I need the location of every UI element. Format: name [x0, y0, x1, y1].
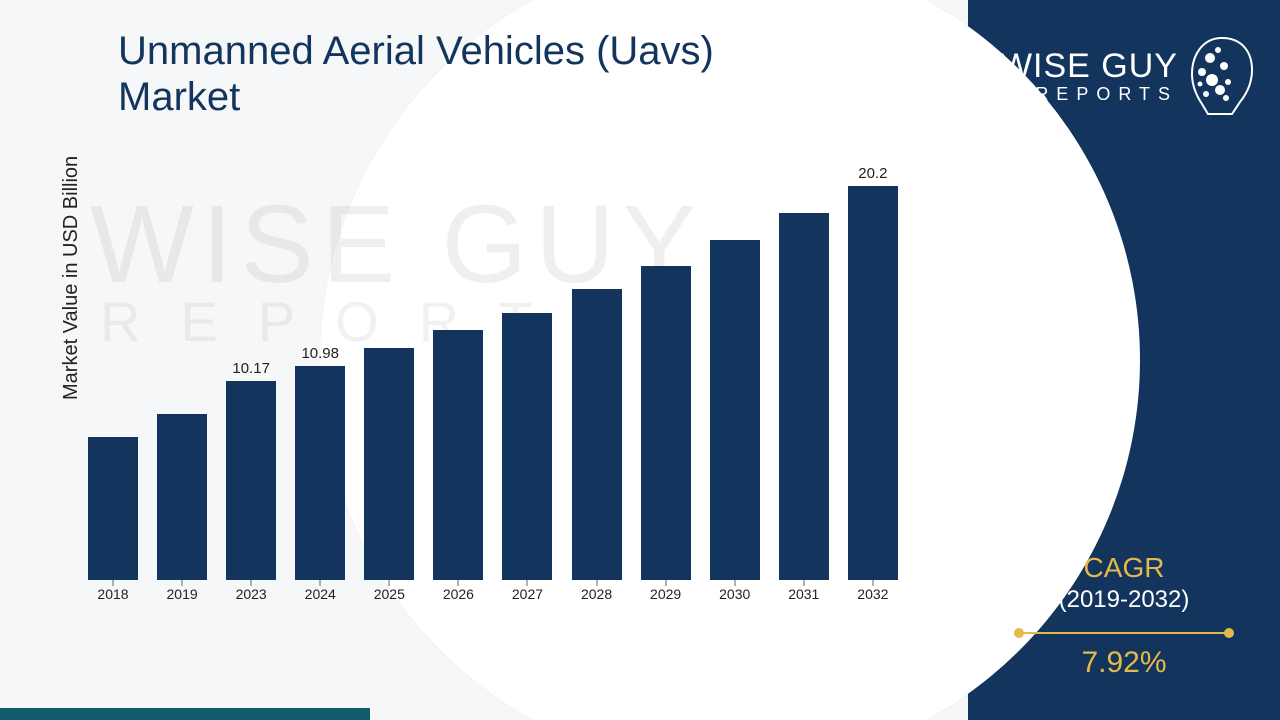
bar-wrap [433, 330, 483, 580]
x-tick: 2018 [88, 580, 138, 600]
bottom-accent-bar [0, 708, 370, 720]
x-tick: 2032 [848, 580, 898, 600]
brand-logo: WISE GUY REPORTS [1000, 36, 1256, 116]
x-tick: 2027 [502, 580, 552, 600]
bar [848, 186, 898, 580]
logo-sub: REPORTS [1000, 85, 1178, 103]
bar [88, 437, 138, 580]
x-tick: 2029 [641, 580, 691, 600]
x-tick: 2019 [157, 580, 207, 600]
bar-wrap [779, 213, 829, 580]
x-tick-label: 2023 [236, 586, 267, 602]
bar [295, 366, 345, 580]
bar-wrap [641, 266, 691, 580]
cagr-divider [1019, 632, 1229, 634]
x-tick: 2030 [710, 580, 760, 600]
x-tick-label: 2019 [167, 586, 198, 602]
bar-wrap [157, 414, 207, 580]
bar [364, 348, 414, 580]
x-tick: 2028 [572, 580, 622, 600]
bar [779, 213, 829, 580]
bar-value-label: 20.2 [858, 165, 887, 182]
x-tick-label: 2027 [512, 586, 543, 602]
cagr-block: CAGR (2019-2032) 7.92% [968, 552, 1280, 680]
y-axis-label: Market Value in USD Billion [60, 156, 83, 400]
bar-wrap: 10.17 [226, 381, 276, 580]
bar-wrap [572, 289, 622, 580]
bars-container: 10.17 10.98 20.2 [88, 170, 898, 580]
head-icon [1188, 36, 1256, 116]
bar-chart: 10.1710.9820.2 2018201920232024202520262… [88, 170, 898, 600]
x-tick-label: 2024 [305, 586, 336, 602]
bar-wrap: 10.98 [295, 366, 345, 580]
bar-wrap [364, 348, 414, 580]
x-tick: 2024 [295, 580, 345, 600]
bar [157, 414, 207, 580]
x-tick-label: 2032 [857, 586, 888, 602]
x-tick-label: 2018 [97, 586, 128, 602]
x-ticks-container: 2018 2019 2023 2024 2025 2026 2027 2028 2029 2030… [88, 580, 898, 600]
chart-title: Unmanned Aerial Vehicles (Uavs) Market [118, 28, 838, 120]
main-area: Unmanned Aerial Vehicles (Uavs) Market M… [0, 0, 968, 720]
bar-wrap [502, 313, 552, 580]
cagr-title: CAGR [968, 552, 1280, 584]
bar-wrap [88, 437, 138, 580]
logo-text: WISE GUY REPORTS [1000, 49, 1178, 103]
x-tick: 2025 [364, 580, 414, 600]
bar-wrap: 20.2 [848, 186, 898, 580]
bar-value-label: 10.17 [232, 360, 270, 377]
x-tick-label: 2030 [719, 586, 750, 602]
cagr-value: 7.92% [968, 646, 1280, 680]
logo-main: WISE GUY [1000, 49, 1178, 83]
bar [710, 240, 760, 580]
bar-value-label: 10.98 [301, 345, 339, 362]
page-root: WISE GUY REPORTS Unmanned Aerial Vehicle… [0, 0, 1280, 720]
bar [502, 313, 552, 580]
x-tick-label: 2026 [443, 586, 474, 602]
bar [572, 289, 622, 580]
cagr-period: (2019-2032) [968, 586, 1280, 614]
x-tick: 2023 [226, 580, 276, 600]
bar [226, 381, 276, 580]
x-tick-label: 2029 [650, 586, 681, 602]
x-tick-label: 2028 [581, 586, 612, 602]
x-tick: 2026 [433, 580, 483, 600]
bar-wrap [710, 240, 760, 580]
x-tick: 2031 [779, 580, 829, 600]
bar [433, 330, 483, 580]
bar [641, 266, 691, 580]
x-tick-label: 2025 [374, 586, 405, 602]
x-tick-label: 2031 [788, 586, 819, 602]
